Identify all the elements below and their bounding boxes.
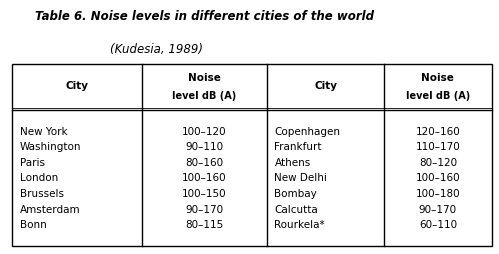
Text: City: City [66, 81, 89, 91]
Text: 60–110: 60–110 [419, 220, 457, 230]
Text: 80–115: 80–115 [186, 220, 224, 230]
Text: 100–160: 100–160 [416, 173, 460, 183]
Text: Athens: Athens [274, 158, 311, 168]
Text: Noise: Noise [188, 73, 221, 83]
Text: Bombay: Bombay [274, 189, 317, 199]
Text: level dB (A): level dB (A) [406, 91, 470, 101]
Text: 100–160: 100–160 [182, 173, 227, 183]
Text: 80–120: 80–120 [419, 158, 457, 168]
Text: Table 6. Noise levels in different cities of the world: Table 6. Noise levels in different citie… [35, 10, 374, 23]
Text: Calcutta: Calcutta [274, 205, 318, 215]
Text: Amsterdam: Amsterdam [20, 205, 80, 215]
Text: City: City [314, 81, 337, 91]
Text: New York: New York [20, 127, 67, 137]
Text: Washington: Washington [20, 142, 81, 152]
Text: 90–170: 90–170 [419, 205, 457, 215]
Text: Frankfurt: Frankfurt [274, 142, 322, 152]
Text: 120–160: 120–160 [416, 127, 460, 137]
Text: Bonn: Bonn [20, 220, 47, 230]
Text: 100–120: 100–120 [182, 127, 227, 137]
Text: 80–160: 80–160 [186, 158, 224, 168]
Text: 100–180: 100–180 [416, 189, 460, 199]
Text: 100–150: 100–150 [182, 189, 227, 199]
Text: (Kudesia, 1989): (Kudesia, 1989) [110, 43, 203, 56]
Text: London: London [20, 173, 58, 183]
Text: Rourkela*: Rourkela* [274, 220, 325, 230]
Text: 90–110: 90–110 [186, 142, 224, 152]
Text: Noise: Noise [422, 73, 454, 83]
Text: Brussels: Brussels [20, 189, 64, 199]
Text: Copenhagen: Copenhagen [274, 127, 340, 137]
Text: Paris: Paris [20, 158, 45, 168]
Bar [12, 64, 492, 246]
Text: 110–170: 110–170 [416, 142, 460, 152]
Text: New Delhi: New Delhi [274, 173, 327, 183]
Text: 90–170: 90–170 [186, 205, 224, 215]
Text: level dB (A): level dB (A) [173, 91, 237, 101]
